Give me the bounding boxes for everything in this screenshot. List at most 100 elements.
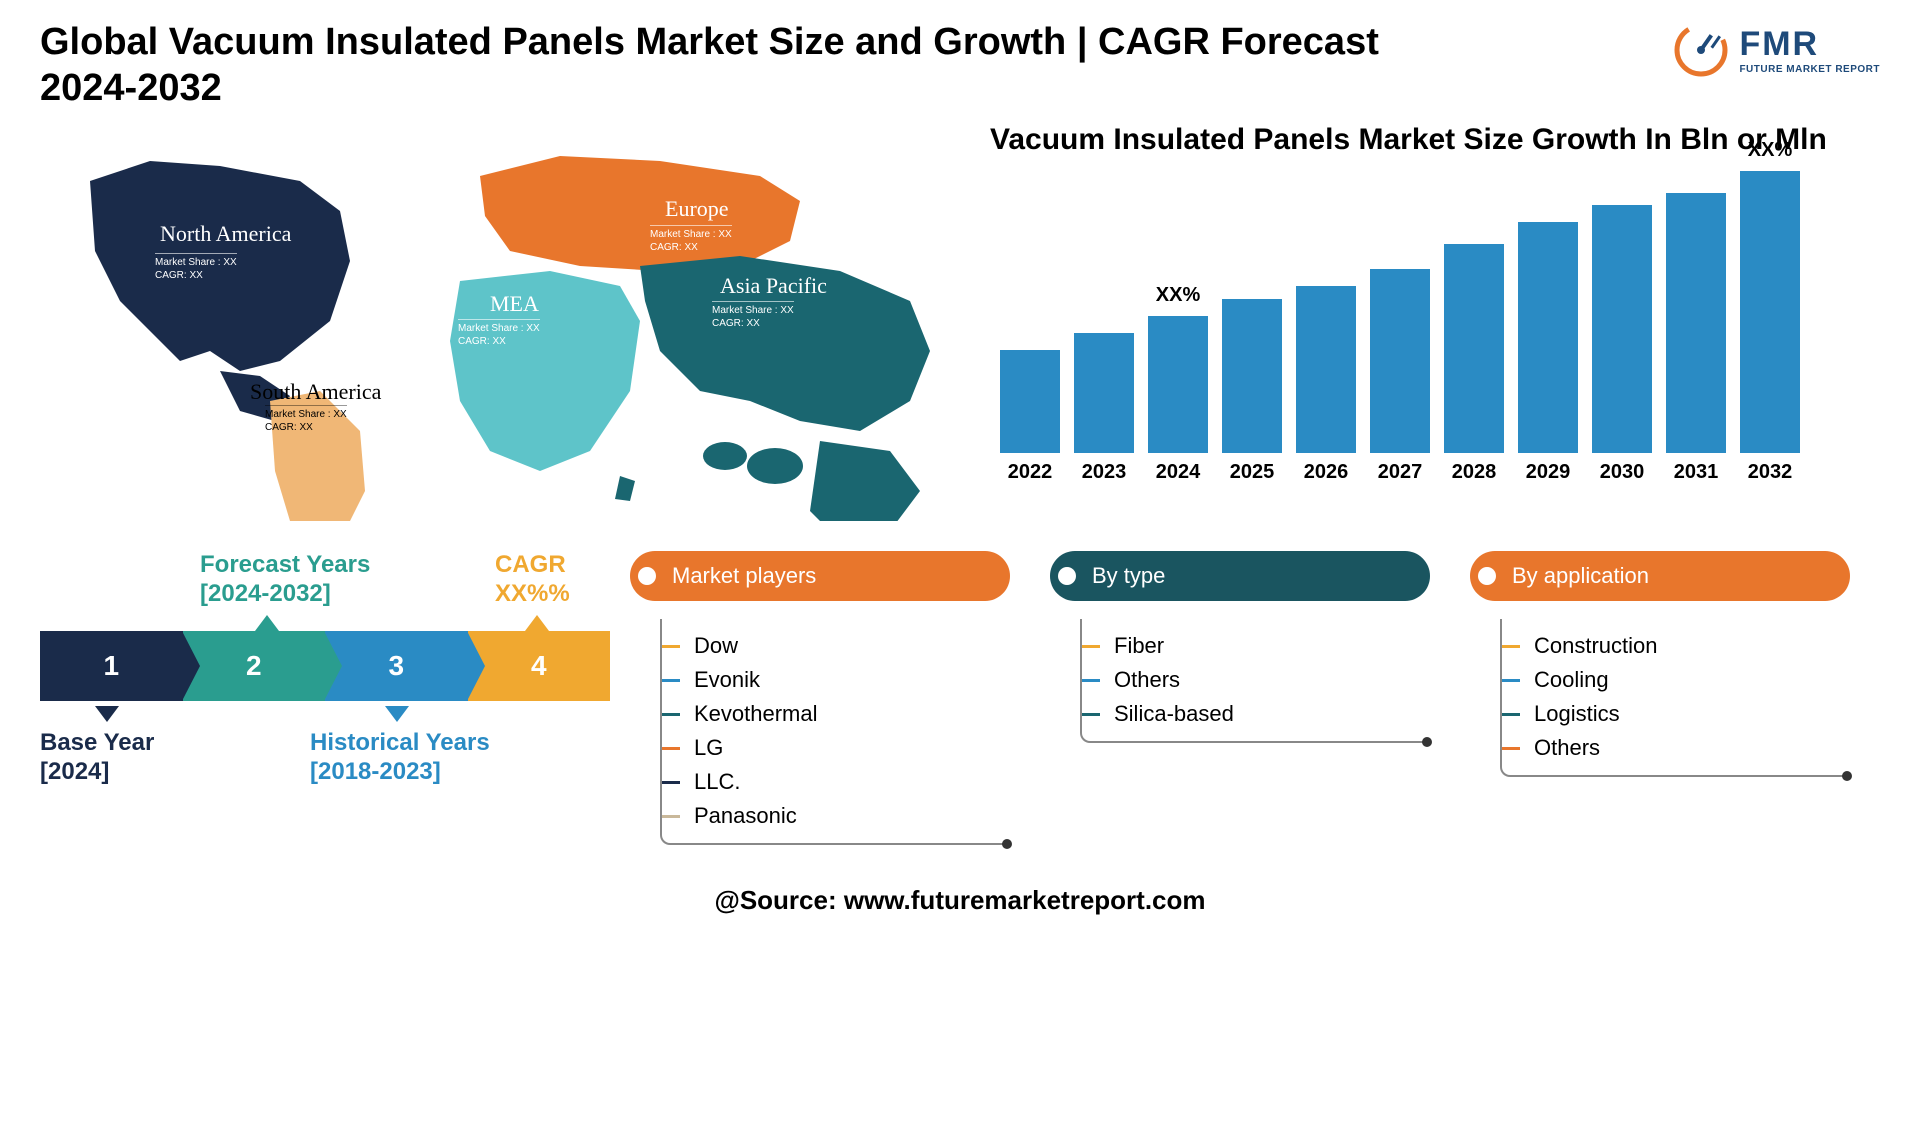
- bar-rect: [1518, 222, 1578, 452]
- pill-dot-icon: [638, 567, 656, 585]
- bars-container: 20222023XX%20242025202620272028202920302…: [990, 174, 1880, 484]
- list-tick-icon: [1502, 747, 1520, 750]
- pills-container: Market players Dow Evonik Kevothermal LG LLC.…: [630, 551, 1880, 845]
- list-item: Cooling: [1502, 663, 1850, 697]
- bar-year-label: 2027: [1378, 461, 1423, 484]
- bar-annotation: XX%: [1748, 139, 1792, 162]
- list-item: Kevothermal: [662, 697, 1010, 731]
- timeline-cell-1: 1: [40, 631, 183, 701]
- pill-header: Market players: [630, 551, 1010, 601]
- list-item-text: LLC.: [694, 769, 740, 795]
- pill-list: Construction Cooling Logistics Others: [1500, 619, 1850, 777]
- bar-annotation: XX%: [1156, 284, 1200, 307]
- list-tick-icon: [1502, 645, 1520, 648]
- list-tick-icon: [1502, 713, 1520, 716]
- base-label: Base Year [2024]: [40, 729, 154, 787]
- bar-rect: [1444, 244, 1504, 453]
- list-tick-icon: [1082, 645, 1100, 648]
- logo-main: FMR: [1739, 25, 1880, 64]
- list-item-text: Others: [1114, 667, 1180, 693]
- list-item-text: Kevothermal: [694, 701, 818, 727]
- region-meta: Market Share : XXCAGR: XX: [650, 225, 732, 254]
- bar-2028: 2028: [1444, 244, 1504, 484]
- pill-dot-icon: [1058, 567, 1076, 585]
- bar-2027: 2027: [1370, 269, 1430, 483]
- bar-rect: [1740, 171, 1800, 452]
- pill-list: Dow Evonik Kevothermal LG LLC. Panasonic: [660, 619, 1010, 845]
- region-label-asia-pacific: Asia Pacific: [720, 273, 827, 299]
- list-tick-icon: [662, 645, 680, 648]
- pill-header: By application: [1470, 551, 1850, 601]
- list-tick-icon: [662, 713, 680, 716]
- chart-title: Vacuum Insulated Panels Market Size Grow…: [990, 121, 1880, 159]
- list-tick-icon: [1082, 679, 1100, 682]
- bar-2022: 2022: [1000, 350, 1060, 483]
- timeline-row: 1234: [40, 631, 610, 701]
- logo-text: FMR FUTURE MARKET REPORT: [1739, 25, 1880, 75]
- timeline-cell-3: 3: [325, 631, 468, 701]
- bar-year-label: 2025: [1230, 461, 1275, 484]
- bar-2024: XX%2024: [1148, 316, 1208, 483]
- pill-label: Market players: [672, 563, 816, 589]
- source-attribution: @Source: www.futuremarketreport.com: [40, 885, 1880, 916]
- list-item: Panasonic: [662, 799, 1010, 833]
- bar-year-label: 2024: [1156, 461, 1201, 484]
- timeline-cell-2: 2: [183, 631, 326, 701]
- list-tick-icon: [662, 679, 680, 682]
- bar-year-label: 2032: [1748, 461, 1793, 484]
- historical-arrow-icon: [385, 706, 409, 722]
- base-arrow-icon: [95, 706, 119, 722]
- bar-rect: [1222, 299, 1282, 453]
- pill-label: By type: [1092, 563, 1165, 589]
- bar-year-label: 2029: [1526, 461, 1571, 484]
- bar-2025: 2025: [1222, 299, 1282, 484]
- list-item: Dow: [662, 629, 1010, 663]
- bar-year-label: 2026: [1304, 461, 1349, 484]
- bar-rect: [1296, 286, 1356, 452]
- bar-rect: [1000, 350, 1060, 452]
- list-item-text: Fiber: [1114, 633, 1164, 659]
- list-item: Evonik: [662, 663, 1010, 697]
- pill-header: By type: [1050, 551, 1430, 601]
- list-item-text: Evonik: [694, 667, 760, 693]
- bar-2026: 2026: [1296, 286, 1356, 483]
- bar-2032: XX%2032: [1740, 171, 1800, 483]
- bar-year-label: 2023: [1082, 461, 1127, 484]
- list-item: LLC.: [662, 765, 1010, 799]
- world-map: North AmericaMarket Share : XXCAGR: XXSo…: [40, 121, 960, 521]
- bar-year-label: 2028: [1452, 461, 1497, 484]
- list-item: Others: [1502, 731, 1850, 765]
- list-tick-icon: [662, 781, 680, 784]
- list-item: Logistics: [1502, 697, 1850, 731]
- bar-rect: [1074, 333, 1134, 452]
- bar-2031: 2031: [1666, 193, 1726, 484]
- list-item: Fiber: [1082, 629, 1430, 663]
- forecast-arrow-icon: [255, 615, 279, 631]
- pill-column-by-application: By application Construction Cooling Logisti…: [1470, 551, 1850, 845]
- logo-sub: FUTURE MARKET REPORT: [1739, 64, 1880, 75]
- list-tick-icon: [1082, 713, 1100, 716]
- bar-chart: Vacuum Insulated Panels Market Size Grow…: [990, 121, 1880, 521]
- list-item: LG: [662, 731, 1010, 765]
- pill-list: Fiber Others Silica-based: [1080, 619, 1430, 743]
- list-item-text: Logistics: [1534, 701, 1620, 727]
- region-meta: Market Share : XXCAGR: XX: [458, 319, 540, 348]
- bar-year-label: 2031: [1674, 461, 1719, 484]
- region-label-north-america: North America: [160, 221, 291, 247]
- logo: FMR FUTURE MARKET REPORT: [1671, 20, 1880, 80]
- pill-column-market-players: Market players Dow Evonik Kevothermal LG LLC.…: [630, 551, 1010, 845]
- header: Global Vacuum Insulated Panels Market Si…: [40, 20, 1880, 111]
- region-meta: Market Share : XXCAGR: XX: [712, 301, 794, 330]
- region-meta: Market Share : XXCAGR: XX: [265, 405, 347, 434]
- cagr-arrow-icon: [525, 615, 549, 631]
- list-item-text: Construction: [1534, 633, 1658, 659]
- pill-label: By application: [1512, 563, 1649, 589]
- timeline-cell-4: 4: [468, 631, 611, 701]
- bar-year-label: 2030: [1600, 461, 1645, 484]
- list-item-text: LG: [694, 735, 723, 761]
- historical-label: Historical Years [2018-2023]: [310, 729, 490, 787]
- list-item-text: Silica-based: [1114, 701, 1234, 727]
- lower-section: Forecast Years [2024-2032] CAGR XX%% 123…: [40, 551, 1880, 845]
- list-item: Silica-based: [1082, 697, 1430, 731]
- upper-section: North AmericaMarket Share : XXCAGR: XXSo…: [40, 121, 1880, 521]
